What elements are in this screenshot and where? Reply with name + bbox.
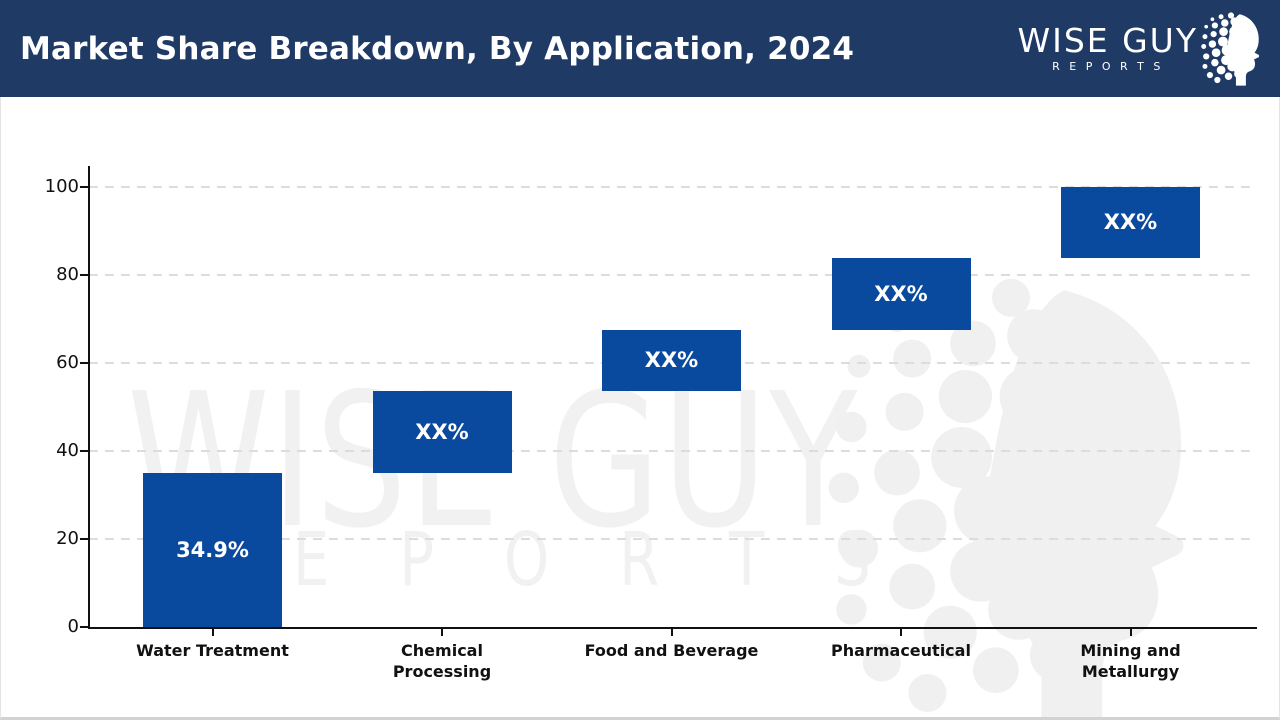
y-tick-mark [80,186,89,188]
bar-water-treatment [143,473,282,627]
y-tick-label: 80 [56,264,79,285]
x-category-label-mining-and-metallurgy: Mining and Metallurgy [1080,641,1181,681]
x-tick-mark [441,628,443,636]
y-axis [88,166,90,629]
x-tick-mark [670,628,673,636]
chart-canvas: WISE GUY R E P O R T S 0 20 40 60 80 100 34.9%… [0,97,1280,720]
bar-value-label: XX% [644,348,699,373]
logo-subtext: R E P O R T S [1052,59,1164,73]
y-tick-mark [80,626,89,628]
dot-face-logo-icon [1200,11,1262,87]
bar-value-label: XX% [1103,210,1158,235]
chart-plot: 0 20 40 60 80 100 34.9% Water Treatment XX% Chemi… [1,97,1279,717]
x-tick-mark [211,628,214,636]
bar-value-label: 34.9% [176,538,249,563]
logo-wordmark: WISE GUY [1017,21,1198,61]
x-category-label-water-treatment: Water Treatment [136,641,289,660]
y-tick-label: 20 [56,528,79,549]
y-tick-mark [80,362,89,364]
watermark-subtext: R E P O R T S [183,517,897,603]
logo-text: WISE GUY R E P O R T S [1017,24,1198,73]
bar-pharmaceutical [831,257,971,330]
y-tick-label: 60 [56,352,79,373]
header-bar: Market Share Breakdown, By Application, … [0,0,1280,97]
x-category-label-pharmaceutical: Pharmaceutical [831,641,971,660]
gridline [89,274,1256,276]
x-tick-mark [900,628,902,636]
bar-food-and-beverage [602,329,741,392]
bar-mining-and-metallurgy [1061,187,1200,258]
bar-value-label: XX% [874,281,928,306]
y-tick-mark [80,450,89,452]
gridline [89,538,1256,540]
x-axis [88,627,1257,629]
wise-guy-reports-logo: WISE GUY R E P O R T S [1017,11,1262,87]
bar-chemical-processing [372,391,512,474]
bar-value-label: XX% [415,420,469,445]
y-tick-label: 40 [56,440,79,461]
x-category-label-food-and-beverage: Food and Beverage [584,641,759,660]
y-tick-mark [80,274,89,276]
x-tick-mark [1129,628,1132,636]
page-title: Market Share Breakdown, By Application, … [20,30,855,67]
y-tick-label: 0 [67,616,79,637]
x-category-label-chemical-processing: Chemical Processing [392,641,492,681]
gridline [89,450,1256,452]
y-tick-mark [80,538,89,540]
y-tick-label: 100 [44,176,79,197]
gridline [89,186,1256,188]
